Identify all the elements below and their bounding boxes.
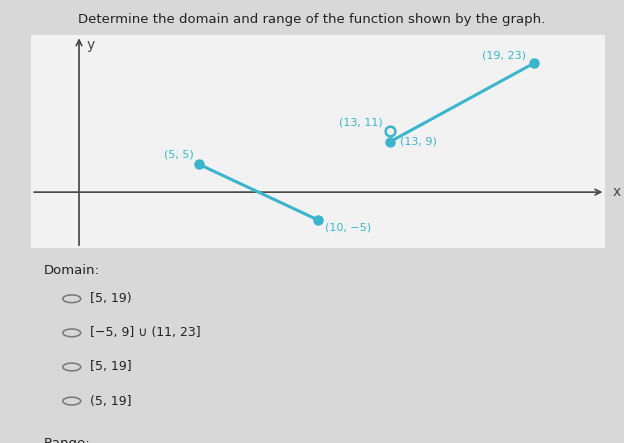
Text: (10, −5): (10, −5) [326,223,371,233]
Text: (5, 5): (5, 5) [164,150,194,159]
Text: x: x [613,185,621,199]
Text: (13, 9): (13, 9) [399,137,436,147]
Text: y: y [87,38,95,52]
Text: [−5, 9] ∪ (11, 23]: [−5, 9] ∪ (11, 23] [90,326,201,339]
Text: Domain:: Domain: [44,264,100,277]
Text: Determine the domain and range of the function shown by the graph.: Determine the domain and range of the fu… [79,13,545,26]
Text: (13, 11): (13, 11) [339,118,383,128]
Text: [5, 19): [5, 19) [90,292,132,305]
Text: Range:: Range: [44,437,90,443]
Text: (5, 19]: (5, 19] [90,395,132,408]
Text: (19, 23): (19, 23) [482,51,527,61]
Text: [5, 19]: [5, 19] [90,361,132,373]
